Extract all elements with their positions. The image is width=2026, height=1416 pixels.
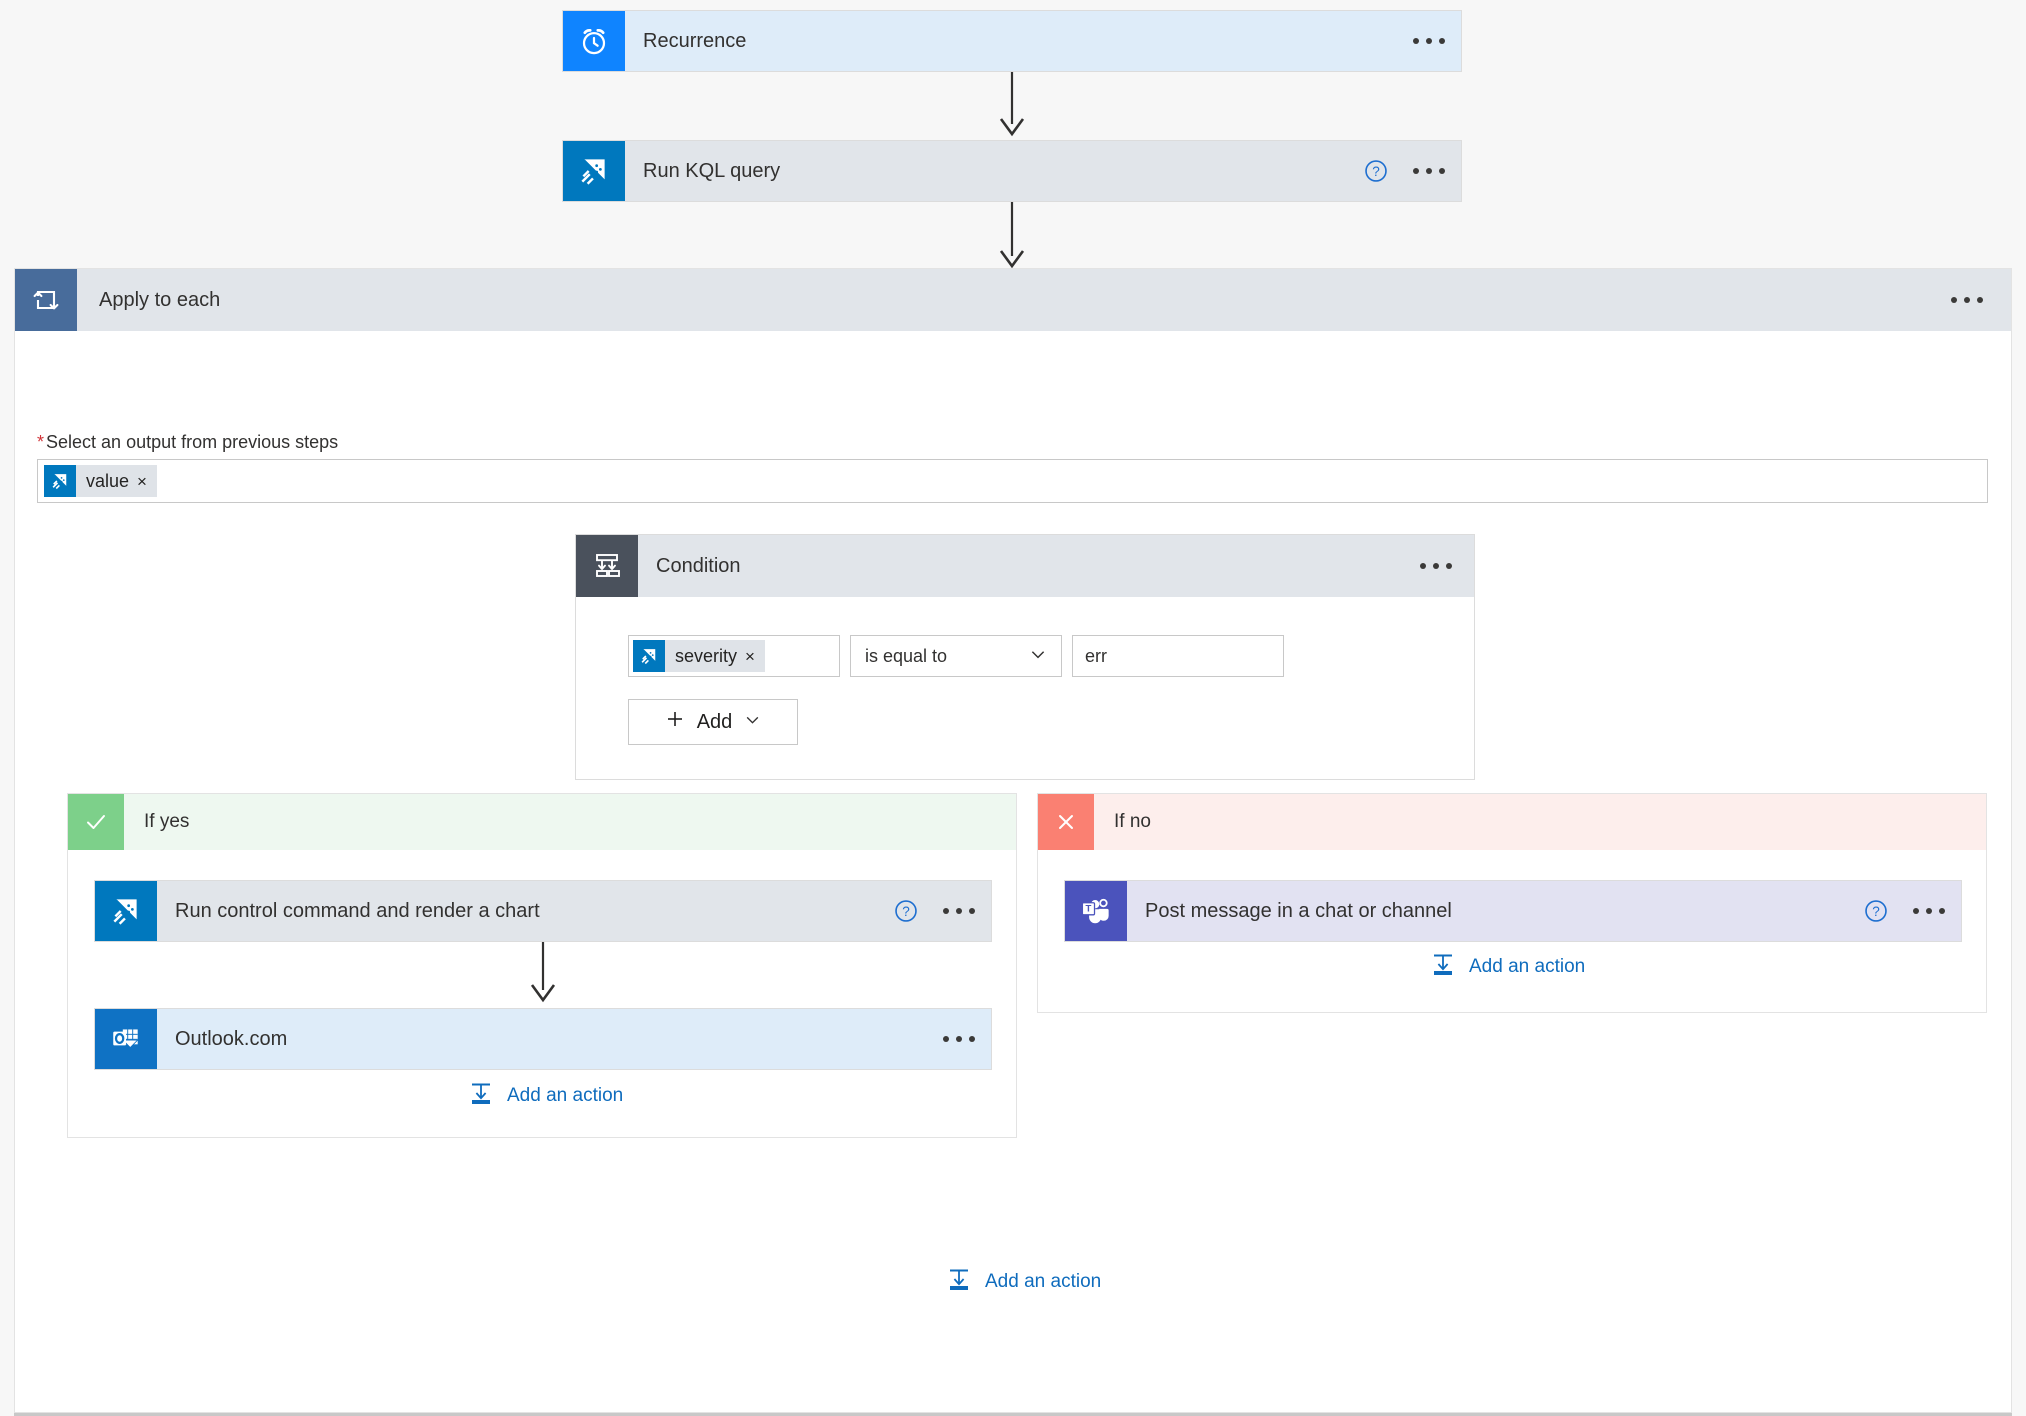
loop-icon — [15, 269, 77, 331]
token-label: value — [86, 470, 130, 491]
add-condition-button[interactable]: Add — [628, 699, 798, 745]
teams-icon: T — [1065, 881, 1127, 941]
add-action-loop-link[interactable]: Add an action — [945, 1265, 1101, 1299]
svg-text:?: ? — [902, 904, 910, 919]
add-action-label: Add an action — [507, 1085, 624, 1106]
card-run-control-command[interactable]: Run control command and render a chart ? — [94, 880, 992, 942]
chevron-down-icon — [744, 711, 761, 734]
add-action-if-yes-link[interactable]: Add an action — [467, 1079, 623, 1113]
required-marker: * — [37, 432, 45, 452]
condition-left-operand[interactable]: severity × — [628, 635, 840, 677]
help-circle-icon[interactable]: ? — [893, 898, 919, 924]
branch-if-no-header[interactable]: If no — [1038, 794, 1986, 850]
svg-text:?: ? — [1372, 164, 1380, 179]
select-output-input[interactable]: value × — [37, 459, 1988, 503]
condition-row: severity × is equal to — [628, 635, 1474, 677]
condition-operator-value: is equal to — [865, 645, 948, 666]
kusto-icon — [44, 465, 76, 497]
apply-to-each-body: * Select an output from previous steps — [15, 331, 2011, 1412]
card-post-teams-message[interactable]: T Post message in a chat or channel ? — [1064, 880, 1962, 942]
branch-if-no: If no T Post — [1037, 793, 1987, 1013]
select-output-label: * Select an output from previous steps — [37, 432, 338, 453]
close-icon[interactable]: × — [745, 646, 755, 666]
card-outlook[interactable]: Outlook.com — [94, 1008, 992, 1070]
outlook-icon — [95, 1009, 157, 1069]
token-label: severity — [675, 645, 738, 666]
condition-title: Condition — [656, 554, 741, 577]
svg-text:?: ? — [1872, 904, 1880, 919]
add-step-icon — [467, 1079, 495, 1113]
plus-icon — [665, 709, 685, 735]
alarm-clock-icon — [563, 11, 625, 71]
card-title: Post message in a chat or channel — [1145, 900, 1452, 922]
condition-value-text: err — [1085, 645, 1107, 666]
cross-icon — [1038, 794, 1094, 850]
connector-arrow — [992, 72, 1032, 143]
token-severity[interactable]: severity × — [633, 640, 765, 672]
svg-text:T: T — [1086, 904, 1092, 915]
more-options-icon[interactable] — [1411, 32, 1447, 50]
condition-icon — [576, 535, 638, 597]
connector-arrow — [523, 942, 563, 1009]
branch-if-no-title: If no — [1114, 811, 1151, 832]
scroll-shadow — [14, 1413, 2012, 1416]
kusto-icon — [95, 881, 157, 941]
card-condition: Condition — [575, 534, 1475, 780]
add-condition-label: Add — [696, 710, 733, 733]
card-title: Run KQL query — [643, 160, 781, 182]
condition-value-input[interactable]: err — [1072, 635, 1284, 677]
add-action-label: Add an action — [1469, 956, 1586, 977]
add-step-icon — [945, 1265, 973, 1299]
branch-if-yes: If yes — [67, 793, 1017, 1138]
more-options-icon[interactable] — [1949, 291, 1985, 309]
add-action-label: Add an action — [985, 1271, 1102, 1292]
condition-body: severity × is equal to — [576, 597, 1474, 779]
more-options-icon[interactable] — [1411, 162, 1447, 180]
add-step-icon — [1429, 950, 1457, 984]
select-output-label-text: Select an output from previous steps — [46, 432, 339, 452]
checkmark-icon — [68, 794, 124, 850]
card-recurrence[interactable]: Recurrence — [562, 10, 1462, 72]
add-action-if-no-link[interactable]: Add an action — [1429, 950, 1585, 984]
help-circle-icon[interactable]: ? — [1863, 898, 1889, 924]
apply-to-each-header[interactable]: Apply to each — [15, 269, 2011, 331]
branch-if-yes-title: If yes — [144, 811, 190, 832]
kusto-icon — [563, 141, 625, 201]
card-title: Recurrence — [643, 30, 747, 52]
kusto-icon — [633, 640, 665, 672]
card-run-kql-query[interactable]: Run KQL query ? — [562, 140, 1462, 202]
more-options-icon[interactable] — [941, 902, 977, 920]
condition-header[interactable]: Condition — [576, 535, 1474, 597]
branch-if-yes-header[interactable]: If yes — [68, 794, 1016, 850]
token-value[interactable]: value × — [44, 465, 157, 497]
help-circle-icon[interactable]: ? — [1363, 158, 1389, 184]
condition-operator-dropdown[interactable]: is equal to — [850, 635, 1062, 677]
scope-apply-to-each: Apply to each * Select an output from pre… — [14, 268, 2012, 1413]
more-options-icon[interactable] — [941, 1030, 977, 1048]
connector-arrow — [992, 202, 1032, 275]
apply-to-each-title: Apply to each — [99, 288, 221, 311]
more-options-icon[interactable] — [1911, 902, 1947, 920]
close-icon[interactable]: × — [137, 471, 147, 491]
more-options-icon[interactable] — [1418, 557, 1454, 575]
card-title: Run control command and render a chart — [175, 900, 540, 922]
card-title: Outlook.com — [175, 1028, 288, 1050]
chevron-down-icon — [1029, 645, 1047, 668]
